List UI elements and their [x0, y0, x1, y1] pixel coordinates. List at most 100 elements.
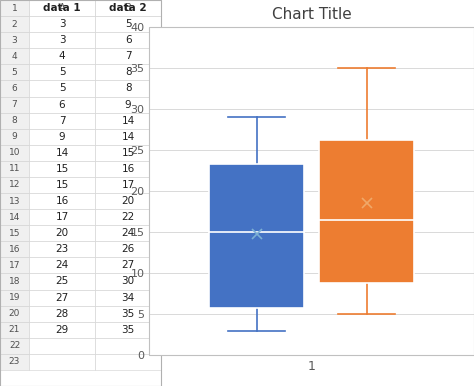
Bar [29, 64, 95, 80]
Bar [0, 225, 29, 241]
Bar [95, 290, 161, 306]
Text: 5: 5 [59, 68, 65, 77]
Bar [95, 113, 161, 129]
Bar [0, 32, 29, 48]
Text: 22: 22 [9, 341, 20, 350]
Bar [95, 145, 161, 161]
Bar [29, 290, 95, 306]
Bar [95, 322, 161, 338]
Text: 26: 26 [121, 244, 135, 254]
Bar [95, 16, 161, 32]
Text: 9: 9 [12, 132, 18, 141]
Bar [95, 354, 161, 370]
Bar [0, 193, 29, 209]
Text: 27: 27 [121, 261, 135, 270]
Text: 1: 1 [12, 3, 18, 12]
Bar [29, 0, 95, 16]
Bar [209, 164, 304, 308]
Text: 17: 17 [121, 180, 135, 190]
Bar [29, 225, 95, 241]
Text: 15: 15 [55, 164, 69, 174]
Text: 10: 10 [9, 148, 20, 157]
Text: 5: 5 [125, 19, 131, 29]
Text: A: A [59, 3, 65, 13]
Text: 6: 6 [125, 35, 131, 45]
Bar [0, 257, 29, 273]
Text: 16: 16 [9, 245, 20, 254]
Bar [29, 48, 95, 64]
Bar [29, 145, 95, 161]
Bar [29, 129, 95, 145]
Bar [29, 161, 95, 177]
Text: 22: 22 [121, 212, 135, 222]
Bar [0, 161, 29, 177]
Text: 8: 8 [12, 116, 18, 125]
Bar [29, 273, 95, 290]
Bar [0, 290, 29, 306]
Text: 12: 12 [9, 181, 20, 190]
Text: 23: 23 [55, 244, 69, 254]
Text: 7: 7 [59, 116, 65, 125]
Bar [95, 161, 161, 177]
Text: 35: 35 [121, 325, 135, 335]
Text: 9: 9 [125, 100, 131, 110]
Bar [0, 306, 29, 322]
Bar [0, 0, 29, 16]
Bar [0, 129, 29, 145]
Bar [0, 338, 29, 354]
Text: 14: 14 [121, 132, 135, 142]
Bar [95, 338, 161, 354]
Bar [29, 96, 95, 113]
Text: 21: 21 [9, 325, 20, 334]
Text: 15: 15 [121, 148, 135, 158]
Bar [29, 322, 95, 338]
Text: 30: 30 [121, 276, 135, 286]
Text: 6: 6 [12, 84, 18, 93]
Text: 15: 15 [55, 180, 69, 190]
Text: 15: 15 [9, 229, 20, 238]
Text: 16: 16 [55, 196, 69, 206]
Text: 25: 25 [55, 276, 69, 286]
Text: 7: 7 [125, 51, 131, 61]
Bar [0, 96, 29, 113]
Bar [29, 209, 95, 225]
Bar [29, 177, 95, 193]
Text: 18: 18 [9, 277, 20, 286]
Text: 7: 7 [12, 100, 18, 109]
Bar [149, 27, 474, 355]
Bar [0, 0, 29, 16]
Bar [0, 64, 29, 80]
Text: 3: 3 [59, 19, 65, 29]
Bar [29, 354, 95, 370]
Text: 17: 17 [55, 212, 69, 222]
Text: B: B [125, 3, 131, 13]
Bar [29, 241, 95, 257]
Bar [29, 0, 95, 16]
Bar [0, 145, 29, 161]
Text: 14: 14 [55, 148, 69, 158]
Bar [95, 96, 161, 113]
Bar [95, 273, 161, 290]
Text: 6: 6 [59, 100, 65, 110]
Text: 16: 16 [121, 164, 135, 174]
Text: 24: 24 [121, 228, 135, 238]
Bar [95, 177, 161, 193]
Text: 4: 4 [12, 52, 18, 61]
Text: 28: 28 [55, 309, 69, 318]
Bar [29, 32, 95, 48]
Text: 35: 35 [121, 309, 135, 318]
Text: 20: 20 [121, 196, 135, 206]
Text: 19: 19 [9, 293, 20, 302]
Text: 13: 13 [9, 196, 20, 205]
Text: 5: 5 [59, 83, 65, 93]
Bar [0, 113, 29, 129]
Text: 17: 17 [9, 261, 20, 270]
Bar [95, 241, 161, 257]
Text: 4: 4 [59, 51, 65, 61]
Bar [95, 209, 161, 225]
Bar [95, 225, 161, 241]
Bar [95, 306, 161, 322]
Text: 8: 8 [125, 83, 131, 93]
Bar [29, 306, 95, 322]
Text: 5: 5 [12, 68, 18, 77]
